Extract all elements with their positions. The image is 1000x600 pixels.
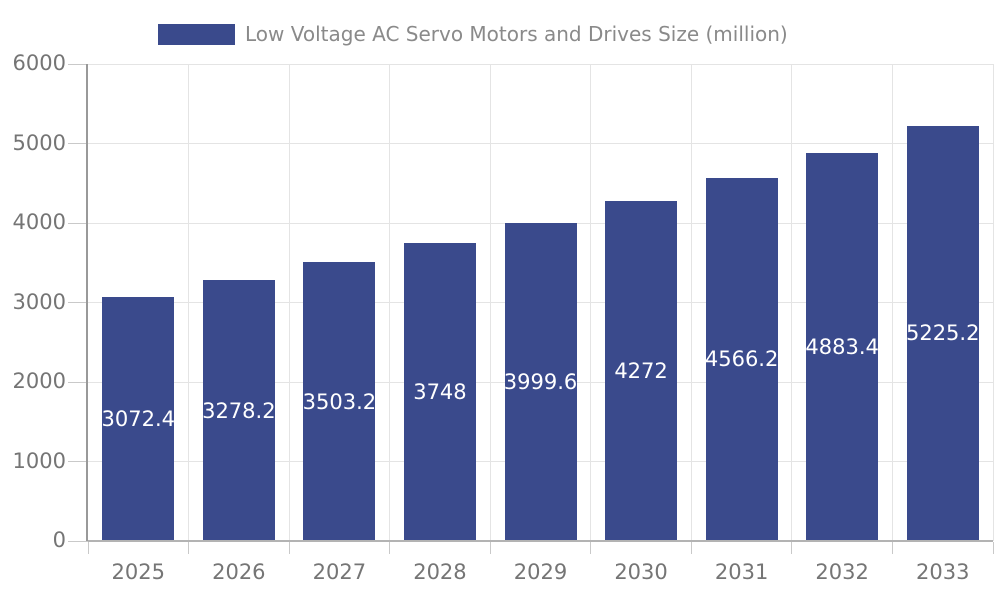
bar-value-label: 4272 bbox=[614, 359, 668, 384]
v-gridline bbox=[288, 64, 290, 541]
x-tick-label: 2030 bbox=[614, 560, 668, 584]
bar[interactable] bbox=[504, 223, 577, 541]
legend-label: Low Voltage AC Servo Motors and Drives S… bbox=[245, 22, 788, 46]
x-tick bbox=[590, 542, 592, 554]
bar-value-label: 3278.2 bbox=[202, 398, 276, 423]
v-gridline bbox=[791, 64, 793, 541]
bar-value-label: 4566.2 bbox=[704, 347, 779, 372]
x-tick-label: 2033 bbox=[915, 560, 970, 584]
y-tick-label: 6000 bbox=[12, 51, 66, 75]
x-tick-label: 2032 bbox=[815, 560, 869, 584]
y-tick-label: 1000 bbox=[12, 448, 66, 473]
v-gridline bbox=[690, 64, 692, 541]
x-tick bbox=[389, 542, 391, 554]
bar[interactable] bbox=[906, 125, 979, 541]
v-gridline bbox=[891, 64, 893, 541]
h-gridline bbox=[88, 143, 993, 144]
y-tick-label: 0 bbox=[52, 528, 66, 552]
v-gridline bbox=[188, 64, 190, 541]
x-tick bbox=[891, 542, 893, 554]
x-tick bbox=[791, 542, 793, 554]
h-gridline bbox=[88, 222, 993, 224]
bar[interactable] bbox=[705, 177, 778, 541]
x-tick bbox=[992, 542, 994, 554]
bar[interactable] bbox=[303, 262, 376, 541]
bar[interactable] bbox=[605, 201, 678, 541]
v-gridline bbox=[489, 64, 491, 541]
legend-swatch bbox=[158, 23, 235, 45]
v-gridline bbox=[992, 64, 994, 541]
bar-value-label: 4883.4 bbox=[805, 334, 879, 359]
y-tick bbox=[68, 381, 88, 383]
x-tick bbox=[489, 542, 491, 554]
x-axis-line bbox=[88, 540, 993, 542]
v-gridline bbox=[389, 64, 391, 541]
bar[interactable] bbox=[202, 280, 275, 541]
v-gridline bbox=[590, 64, 592, 541]
y-tick bbox=[68, 540, 88, 542]
bar[interactable] bbox=[403, 243, 476, 541]
bar-value-label: 3072.4 bbox=[101, 406, 176, 431]
x-tick bbox=[188, 542, 190, 554]
x-tick bbox=[87, 542, 89, 554]
x-tick bbox=[288, 542, 290, 554]
bar[interactable] bbox=[806, 152, 879, 541]
y-axis-line bbox=[86, 64, 88, 541]
x-tick-label: 2031 bbox=[714, 560, 769, 584]
legend-item[interactable]: Low Voltage AC Servo Motors and Drives S… bbox=[158, 23, 788, 45]
y-tick bbox=[68, 63, 88, 65]
x-tick-label: 2025 bbox=[111, 560, 165, 584]
y-tick bbox=[68, 461, 88, 462]
y-tick bbox=[68, 222, 88, 224]
bar-value-label: 3748 bbox=[413, 380, 467, 405]
x-tick-label: 2026 bbox=[212, 560, 266, 584]
y-tick bbox=[68, 143, 88, 144]
x-tick-label: 2028 bbox=[413, 560, 467, 584]
bar[interactable] bbox=[102, 296, 175, 541]
bar-value-label: 5225.2 bbox=[905, 321, 980, 346]
bar-value-label: 3999.6 bbox=[503, 370, 578, 395]
y-tick bbox=[68, 302, 88, 303]
x-tick-label: 2027 bbox=[312, 560, 367, 584]
x-tick bbox=[690, 542, 692, 554]
y-tick-label: 3000 bbox=[12, 289, 66, 314]
x-tick-label: 2029 bbox=[513, 560, 568, 584]
bar-value-label: 3503.2 bbox=[302, 389, 377, 414]
y-tick-label: 5000 bbox=[12, 130, 66, 155]
y-tick-label: 4000 bbox=[12, 210, 66, 234]
h-gridline bbox=[88, 63, 993, 65]
y-tick-label: 2000 bbox=[12, 369, 66, 393]
